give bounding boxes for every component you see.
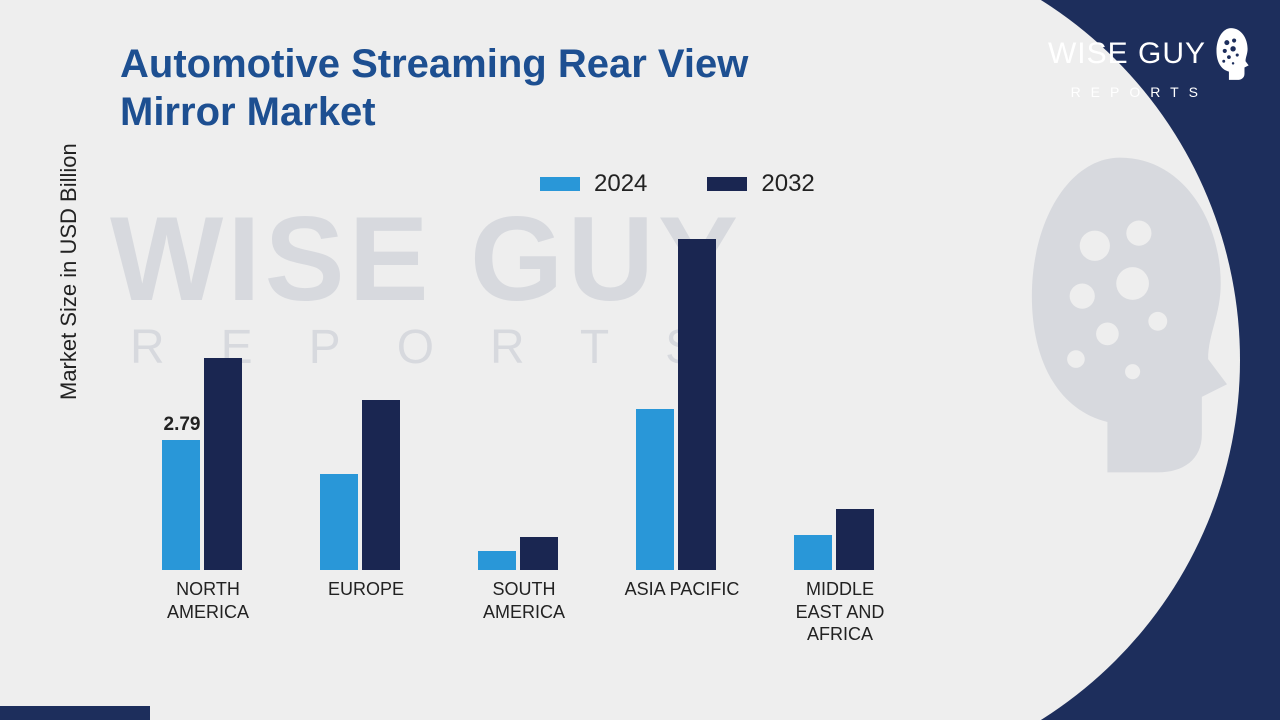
chart-title: Automotive Streaming Rear View Mirror Ma…	[120, 40, 820, 136]
footer-accent-bar	[0, 706, 150, 720]
brand-side-panel	[960, 0, 1280, 720]
bar-2024	[794, 535, 832, 570]
bar-2032	[836, 509, 874, 570]
brand-logo: WISE GUY REPORTS	[972, 26, 1252, 100]
logo-head-icon	[1210, 26, 1252, 82]
legend-item-2024: 2024	[540, 170, 647, 198]
category-label: NORTH AMERICA	[148, 578, 268, 623]
legend-swatch-2032	[707, 177, 747, 191]
category-label: SOUTH AMERICA	[464, 578, 584, 623]
bar-2032	[204, 358, 242, 570]
chart-area: Market Size in USD Billion 2024 2032 2.7…	[60, 160, 940, 680]
plot-region: 2.79NORTH AMERICAEUROPESOUTH AMERICAASIA…	[148, 220, 938, 570]
logo-main-text: WISE GUY	[1048, 37, 1206, 71]
bar-2024: 2.79	[162, 440, 200, 570]
legend-label-2024: 2024	[594, 170, 647, 198]
bar-2024	[636, 409, 674, 570]
logo-sub-text: REPORTS	[972, 84, 1208, 100]
page: WISE GUY REPORTS Automotive Streaming Re…	[0, 0, 1280, 720]
category-label: ASIA PACIFIC	[622, 578, 742, 601]
legend-item-2032: 2032	[707, 170, 814, 198]
legend: 2024 2032	[540, 170, 815, 198]
category-label: EUROPE	[306, 578, 426, 601]
y-axis-label: Market Size in USD Billion	[56, 143, 82, 400]
bar-value-label: 2.79	[152, 414, 212, 436]
bar-2024	[320, 474, 358, 570]
bar-2032	[362, 400, 400, 570]
bar-2024	[478, 551, 516, 570]
category-label: MIDDLE EAST AND AFRICA	[780, 578, 900, 646]
bar-2032	[678, 239, 716, 570]
bar-2032	[520, 537, 558, 570]
legend-label-2032: 2032	[761, 170, 814, 198]
legend-swatch-2024	[540, 177, 580, 191]
